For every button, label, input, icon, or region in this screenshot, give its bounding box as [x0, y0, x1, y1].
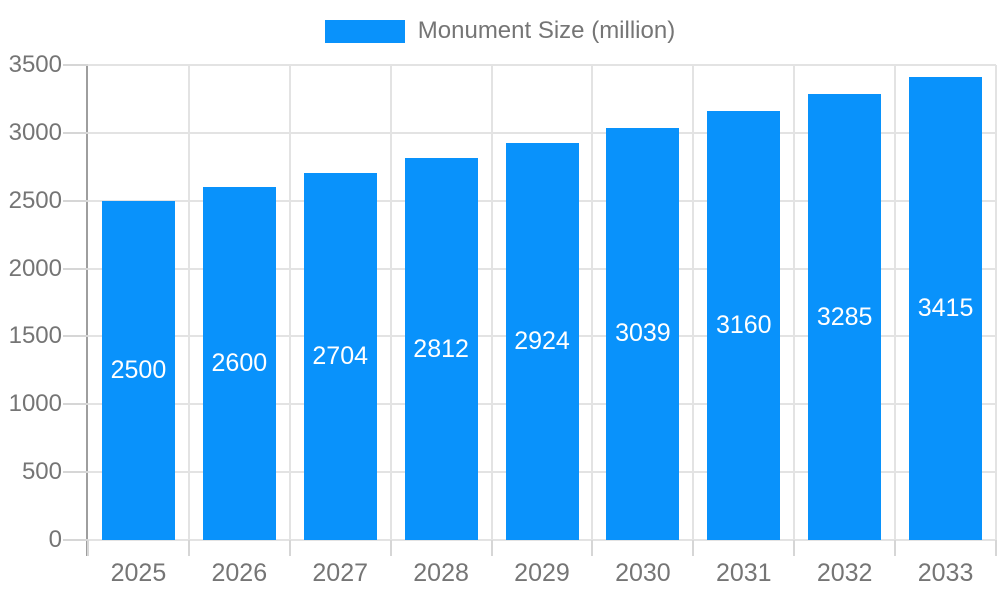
y-axis-label: 1000 [8, 390, 62, 418]
bar[interactable]: 2600 [202, 187, 276, 540]
x-axis-tick [692, 540, 695, 556]
legend-label: Monument Size (million) [417, 17, 676, 44]
x-axis-label: 2032 [816, 559, 873, 587]
bar-value-label: 3285 [816, 302, 873, 331]
x-axis-label: 2025 [110, 559, 167, 587]
y-axis-tick [63, 335, 88, 338]
x-axis-label: 2033 [917, 559, 974, 587]
y-axis-tick [63, 403, 88, 406]
bar[interactable]: 3415 [909, 76, 983, 540]
y-axis-label: 500 [21, 458, 62, 486]
bar[interactable]: 3285 [808, 94, 882, 540]
v-gridline [793, 65, 796, 540]
x-axis-tick [490, 540, 493, 556]
y-axis-line [86, 65, 88, 556]
x-axis-label: 2028 [413, 559, 469, 587]
bar[interactable]: 3160 [707, 111, 781, 540]
bar-value-label: 3415 [917, 293, 974, 322]
bar-value-label: 3160 [715, 311, 772, 340]
x-axis-label: 2027 [312, 559, 369, 587]
bar-value-label: 2924 [514, 327, 570, 356]
v-gridline [692, 65, 695, 540]
v-gridline [288, 65, 291, 540]
x-axis-label: 2030 [615, 559, 671, 587]
bar-value-label: 2600 [211, 349, 268, 378]
bar-value-label: 3039 [615, 319, 671, 348]
y-axis-label: 1500 [8, 322, 62, 350]
bar[interactable]: 2924 [505, 143, 579, 540]
x-axis-tick [894, 540, 897, 556]
bar[interactable]: 2704 [303, 173, 377, 540]
h-gridline [88, 131, 996, 134]
y-axis-label: 3000 [8, 118, 62, 146]
bar-value-label: 2704 [312, 342, 369, 370]
legend-color-swatch [324, 19, 405, 43]
y-axis-label: 2000 [8, 254, 62, 282]
x-axis-tick [591, 540, 594, 556]
x-axis-label: 2026 [211, 559, 268, 587]
y-axis-label: 3500 [8, 51, 62, 78]
v-gridline [490, 65, 493, 540]
bar[interactable]: 2500 [101, 200, 175, 540]
bar-value-label: 2812 [413, 334, 469, 363]
x-axis-tick [389, 540, 392, 556]
v-gridline [894, 65, 897, 540]
y-axis-tick [63, 64, 88, 66]
v-gridline [591, 65, 594, 540]
bar[interactable]: 2812 [404, 158, 478, 540]
y-axis-tick [63, 471, 88, 474]
y-axis-tick [63, 131, 88, 134]
x-axis-tick [793, 540, 796, 556]
x-axis-tick [87, 540, 89, 556]
x-axis-tick [995, 540, 997, 556]
x-axis-tick [187, 540, 190, 556]
y-axis-tick [63, 199, 88, 202]
x-axis-tick [288, 540, 291, 556]
h-gridline [88, 539, 996, 541]
legend: Monument Size (million) [0, 17, 1000, 45]
y-axis-label: 2500 [8, 186, 62, 214]
bar-value-label: 2500 [110, 355, 167, 384]
bar[interactable]: 3039 [606, 127, 680, 540]
v-gridline [187, 65, 190, 540]
v-gridline [995, 65, 997, 540]
v-gridline [389, 65, 392, 540]
y-axis-tick [63, 267, 88, 270]
y-axis-tick [63, 539, 88, 541]
h-gridline [88, 64, 996, 66]
y-axis-label: 0 [48, 526, 62, 553]
x-axis-label: 2031 [715, 559, 772, 587]
x-axis-label: 2029 [514, 559, 570, 587]
